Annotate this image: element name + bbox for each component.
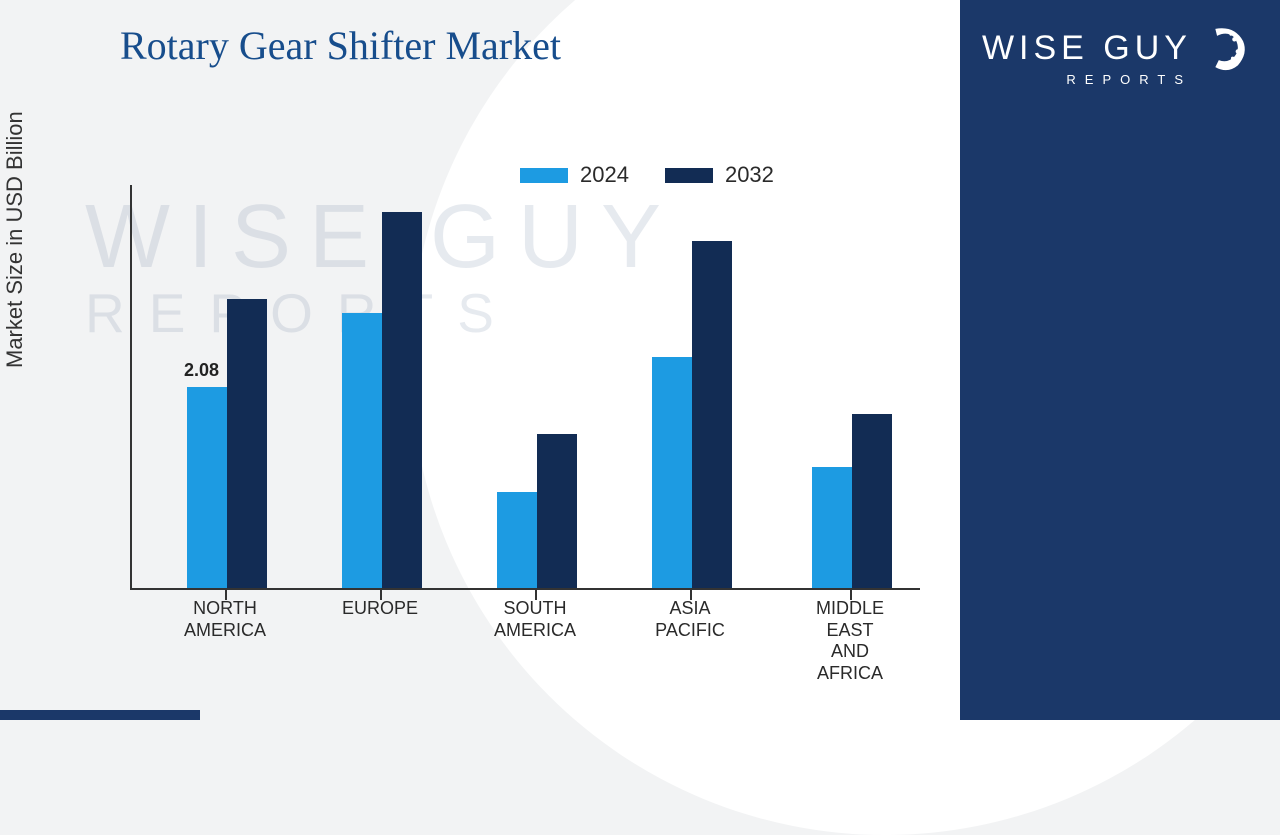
x-axis-tick <box>850 590 852 600</box>
brand-logo: WISE GUY REPORTS <box>982 22 1250 87</box>
bar-group <box>497 434 587 588</box>
x-axis-tick <box>690 590 692 600</box>
logo-secondary-text: REPORTS <box>982 72 1250 87</box>
chart-area: 2.08 NORTHAMERICA EUROPE SOUTHAMERICA ASIAP… <box>40 140 930 710</box>
chart-legend: 2024 2032 <box>520 162 774 188</box>
legend-item-2032: 2032 <box>665 162 774 188</box>
bar-2024 <box>497 492 537 588</box>
footer-accent-bar <box>0 710 200 720</box>
bar-group <box>187 299 277 588</box>
x-axis-label: NORTHAMERICA <box>160 598 290 641</box>
logo-primary-text: WISE GUY <box>982 22 1250 74</box>
legend-label-2024: 2024 <box>580 162 629 188</box>
legend-swatch-2024 <box>520 168 568 183</box>
plot-region: 2.08 <box>130 185 920 590</box>
bar-2024 <box>187 387 227 588</box>
legend-label-2032: 2032 <box>725 162 774 188</box>
bar-2032 <box>692 241 732 588</box>
bar-2032 <box>382 212 422 588</box>
x-axis-tick <box>225 590 227 600</box>
bar-value-label: 2.08 <box>184 360 219 381</box>
brand-side-panel <box>960 0 1280 720</box>
x-axis-tick <box>535 590 537 600</box>
bar-2032 <box>537 434 577 588</box>
bar-2032 <box>227 299 267 588</box>
bar-2024 <box>342 313 382 588</box>
logo-head-icon <box>1198 22 1250 74</box>
legend-item-2024: 2024 <box>520 162 629 188</box>
x-axis-label: MIDDLEEASTANDAFRICA <box>785 598 915 684</box>
x-axis-label: SOUTHAMERICA <box>470 598 600 641</box>
bar-2024 <box>652 357 692 588</box>
x-axis-tick <box>380 590 382 600</box>
chart-title: Rotary Gear Shifter Market <box>120 22 561 69</box>
bar-group <box>812 414 902 588</box>
bar-group <box>652 241 742 588</box>
x-axis-label: EUROPE <box>315 598 445 620</box>
logo-line1: WISE GUY <box>982 29 1192 68</box>
y-axis-label: Market Size in USD Billion <box>2 111 28 368</box>
x-axis-label: ASIAPACIFIC <box>625 598 755 641</box>
bar-2032 <box>852 414 892 588</box>
bar-2024 <box>812 467 852 588</box>
legend-swatch-2032 <box>665 168 713 183</box>
bar-group <box>342 212 432 588</box>
